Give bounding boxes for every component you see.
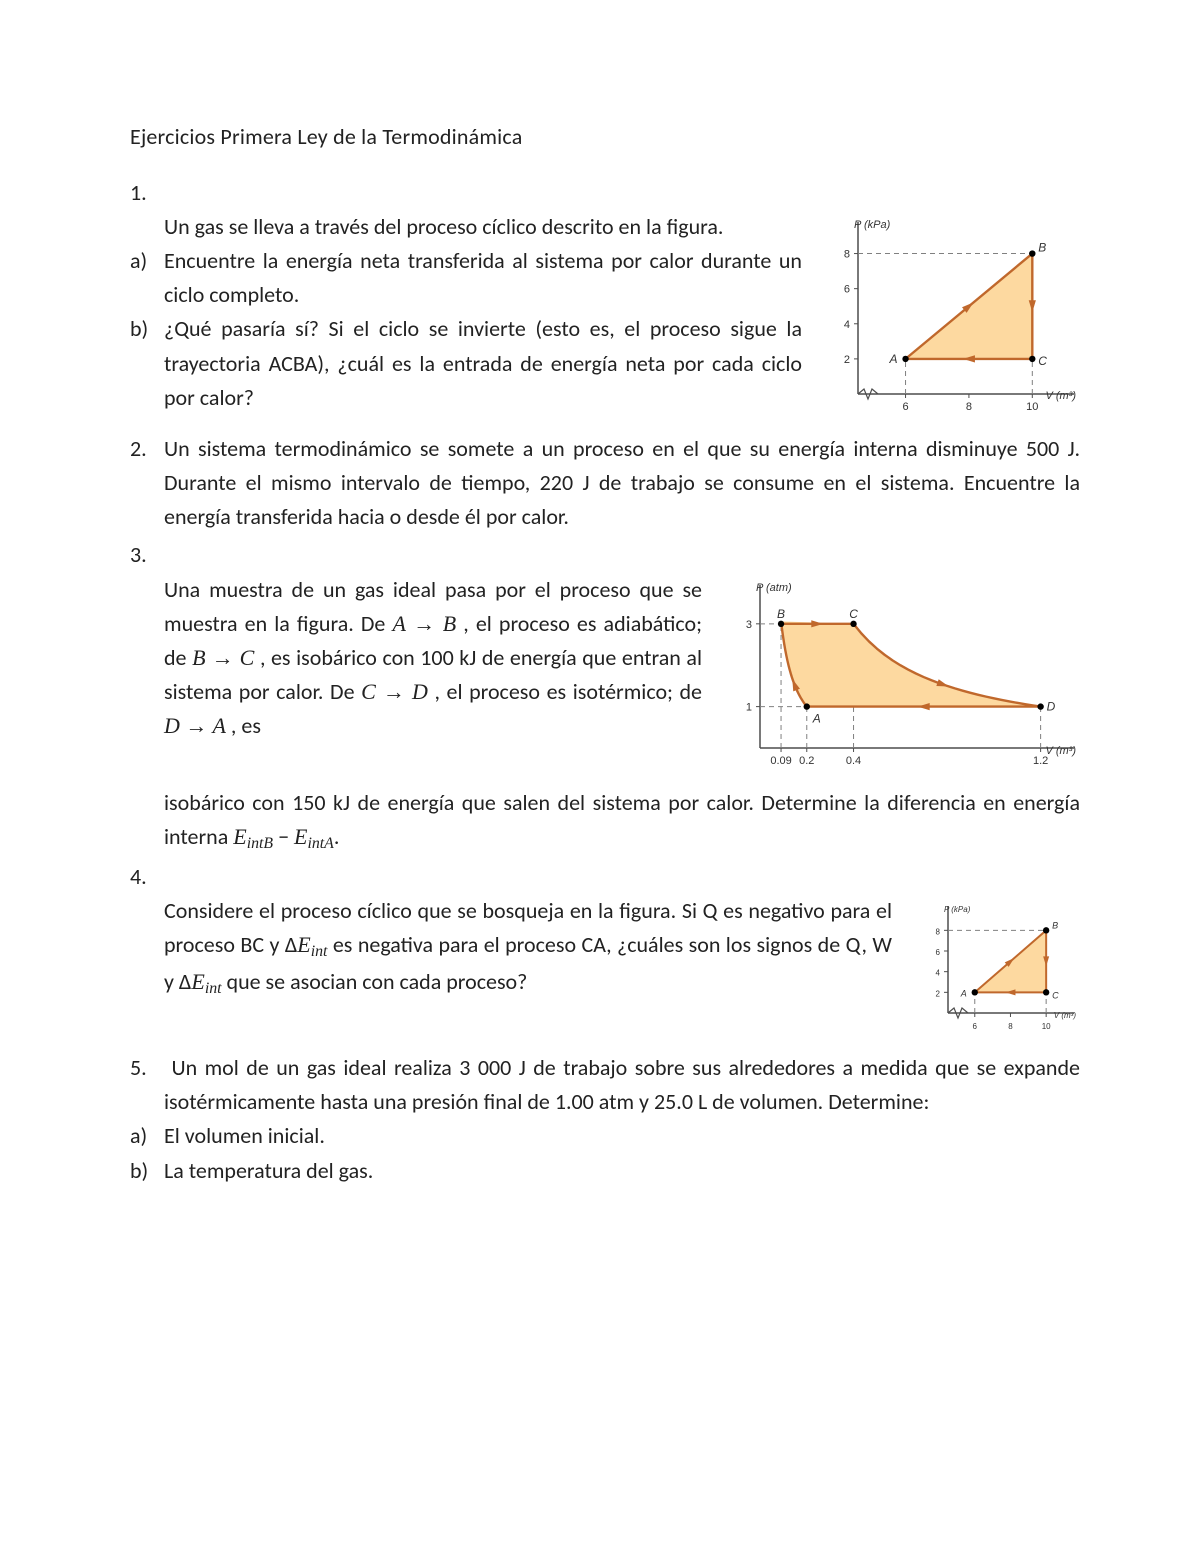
svg-text:4: 4 [844, 319, 850, 331]
svg-text:B: B [777, 606, 785, 620]
exercise-3: P (atm) V (m³) 1 3 0.09 0.2 0.4 1.2 A B C D Una mue… [164, 538, 1080, 856]
svg-text:2: 2 [844, 354, 850, 366]
figure-2: P (atm) V (m³) 1 3 0.09 0.2 0.4 1.2 A B C D [720, 577, 1080, 782]
svg-text:8: 8 [966, 401, 972, 413]
svg-text:6: 6 [973, 1022, 978, 1031]
svg-text:C: C [1052, 991, 1059, 1001]
svg-text:4: 4 [936, 969, 941, 978]
doc-title: Ejercicios Primera Ley de la Termodinámi… [130, 120, 1080, 154]
svg-text:V (m³): V (m³) [1045, 390, 1076, 402]
svg-text:C: C [1038, 354, 1047, 368]
svg-text:6: 6 [902, 401, 908, 413]
figure-3: P (kPa) V (m³) 2 4 6 8 6 8 10 A B C [910, 898, 1080, 1043]
svg-text:3: 3 [746, 618, 752, 630]
q5-stem: Un mol de un gas ideal realiza 3 000 J d… [164, 1054, 1080, 1115]
svg-text:2: 2 [936, 990, 941, 999]
svg-text:6: 6 [936, 948, 941, 957]
figure-1: P (kPa) V (m³) 2 4 6 8 6 8 10 A B C [820, 214, 1080, 424]
svg-text:1: 1 [746, 701, 752, 713]
svg-text:A: A [889, 352, 898, 366]
svg-text:P (kPa): P (kPa) [944, 905, 971, 914]
svg-text:8: 8 [844, 249, 850, 261]
q5-a: El volumen inicial. [164, 1119, 1080, 1153]
exercise-1: P (kPa) V (m³) 2 4 6 8 6 8 10 A B C Un gas se lleva… [164, 176, 1080, 428]
svg-text:P (kPa): P (kPa) [854, 219, 891, 231]
page: Ejercicios Primera Ley de la Termodinámi… [0, 0, 1200, 1553]
svg-text:1.2: 1.2 [1033, 755, 1048, 767]
svg-text:10: 10 [1026, 401, 1038, 413]
svg-text:8: 8 [1008, 1022, 1013, 1031]
svg-text:A: A [812, 711, 821, 725]
svg-text:D: D [1047, 699, 1056, 713]
exercise-2: Un sistema termodinámico se somete a un … [164, 432, 1080, 534]
svg-text:C: C [849, 606, 858, 620]
svg-text:6: 6 [844, 284, 850, 296]
svg-text:B: B [1038, 241, 1046, 255]
exercise-4: P (kPa)V (m³)24686810ABC Considere el pr… [164, 860, 1080, 1047]
exercise-list: P (kPa) V (m³) 2 4 6 8 6 8 10 A B C Un gas se lleva… [130, 176, 1080, 1188]
q3-text: Una muestra de un gas ideal pasa por el … [164, 576, 702, 739]
q1-stem: Un gas se lleva a través del proceso cíc… [164, 213, 723, 240]
svg-text:0.4: 0.4 [846, 755, 861, 767]
svg-text:V (m³): V (m³) [1054, 1011, 1077, 1020]
svg-text:10: 10 [1042, 1022, 1051, 1031]
svg-text:A: A [960, 989, 967, 999]
q5-b: La temperatura del gas. [164, 1154, 1080, 1188]
svg-text:B: B [1052, 921, 1058, 931]
svg-text:8: 8 [936, 928, 941, 937]
svg-text:0.2: 0.2 [799, 755, 814, 767]
exercise-5: Un mol de un gas ideal realiza 3 000 J d… [164, 1051, 1080, 1187]
svg-text:0.09: 0.09 [770, 755, 791, 767]
svg-text:P (atm): P (atm) [756, 582, 792, 594]
svg-text:V (m³): V (m³) [1045, 745, 1076, 757]
